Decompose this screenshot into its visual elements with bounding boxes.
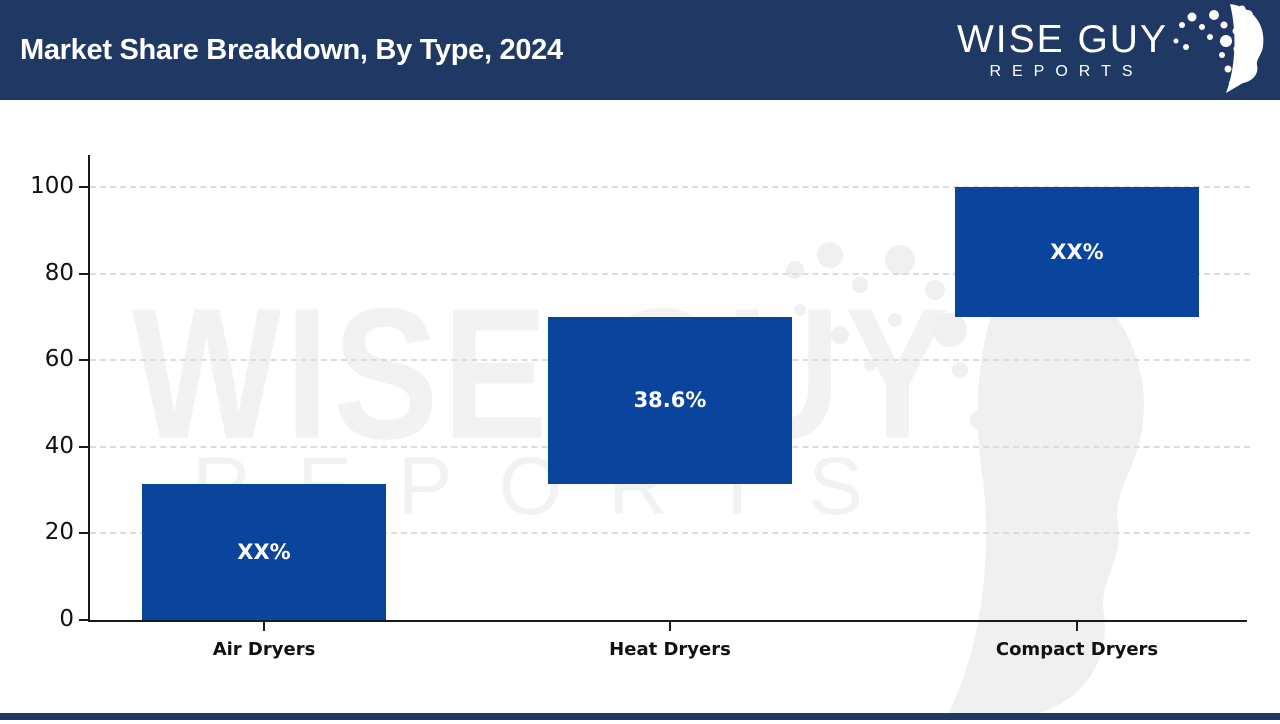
y-tick-label-0: 0: [59, 606, 74, 632]
y-tick-mark-80: [79, 272, 88, 275]
bar-value-label: 38.6%: [633, 388, 707, 413]
bar-air-dryers: XX%: [142, 484, 386, 620]
y-tick-label-80: 80: [44, 259, 74, 286]
logo-wordmark: WISE GUY: [956, 18, 1168, 61]
y-tick-mark-100: [79, 186, 88, 188]
watermark-face-icon: [740, 215, 1180, 724]
logo-subtext: REPORTS: [989, 63, 1144, 80]
y-tick-label-20: 20: [44, 519, 74, 546]
y-tick-mark-60: [79, 359, 88, 362]
header: Market Share Breakdown, By Type, 2024 WI…: [0, 0, 1280, 100]
footer-bar: [0, 713, 1280, 720]
bar-heat-dryers: 38.6%: [548, 316, 792, 485]
x-label-air-dryers: Air Dryers: [212, 639, 316, 660]
x-label-compact-dryers: Compact Dryers: [995, 639, 1159, 660]
bar-compact-dryers: XX%: [955, 187, 1199, 317]
bar-value-label: XX%: [1050, 239, 1104, 264]
gridline-100: [90, 186, 1250, 188]
x-label-heat-dryers: Heat Dryers: [609, 639, 731, 660]
gridline-20: [90, 532, 1250, 535]
watermark-wordmark: WISE GUY: [132, 270, 955, 479]
y-tick-label-60: 60: [44, 346, 74, 373]
y-tick-label-40: 40: [44, 432, 74, 459]
y-axis-line: [88, 155, 90, 622]
logo-face-icon: [1170, 3, 1266, 97]
y-tick-mark-40: [79, 445, 88, 448]
page-title: Market Share Breakdown, By Type, 2024: [20, 33, 563, 66]
x-tick-mark-air-dryers: [263, 622, 265, 631]
brand-logo: WISE GUY REPORTS: [957, 3, 1266, 97]
x-tick-mark-heat-dryers: [669, 622, 671, 631]
y-tick-label-100: 100: [30, 173, 74, 199]
y-tick-mark-20: [79, 532, 88, 535]
bar-value-label: XX%: [237, 540, 291, 564]
x-axis-line: [88, 620, 1247, 622]
y-tick-mark-0: [79, 619, 88, 621]
x-tick-mark-compact-dryers: [1076, 622, 1078, 631]
gridline-80: [90, 272, 1250, 275]
